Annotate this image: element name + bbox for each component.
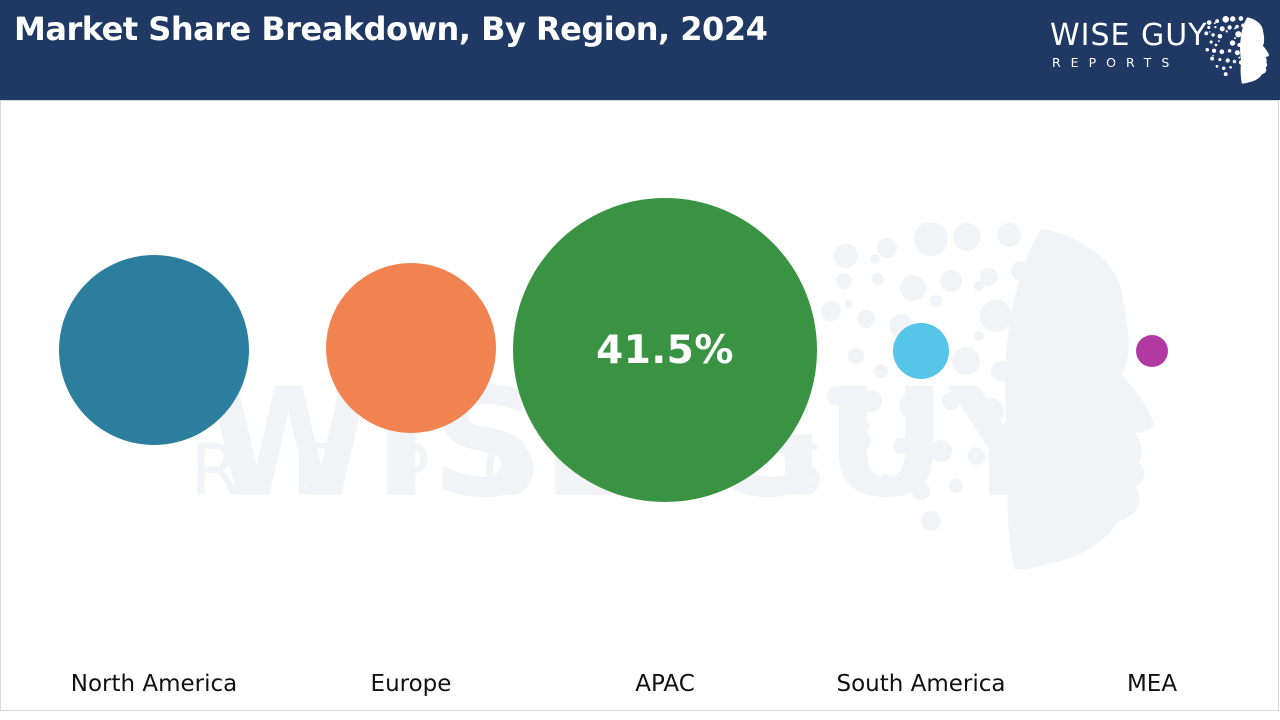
- watermark-head-icon: [821, 223, 1154, 569]
- category-label-mea: MEA: [1126, 671, 1178, 697]
- chart-canvas: WISE GUY REPORTS 41.5% North America Euro…: [0, 100, 1279, 711]
- logo-wordmark: WISE GUY: [1050, 18, 1208, 53]
- bubble-apac: 41.5%: [513, 198, 817, 502]
- category-label-europe: Europe: [370, 671, 452, 697]
- category-label-north-america: North America: [70, 671, 238, 697]
- header-banner: Market Share Breakdown, By Region, 2024 …: [0, 0, 1280, 100]
- category-label-south-america: South America: [836, 671, 1006, 697]
- category-label-apac: APAC: [635, 671, 695, 697]
- bubble-south-america: [893, 323, 949, 379]
- brand-logo: WISE GUY REPORTS: [1032, 0, 1272, 100]
- logo-head-icon: [1204, 15, 1270, 84]
- page-title: Market Share Breakdown, By Region, 2024: [14, 10, 768, 48]
- bubble-mea: [1136, 335, 1168, 367]
- bubble-value-label: 41.5%: [596, 327, 734, 373]
- bubble-europe: [326, 263, 496, 433]
- logo-subtitle: REPORTS: [1052, 55, 1180, 70]
- brand-logo-text: WISE GUY REPORTS: [1050, 18, 1208, 71]
- bubble-north-america: [59, 255, 249, 445]
